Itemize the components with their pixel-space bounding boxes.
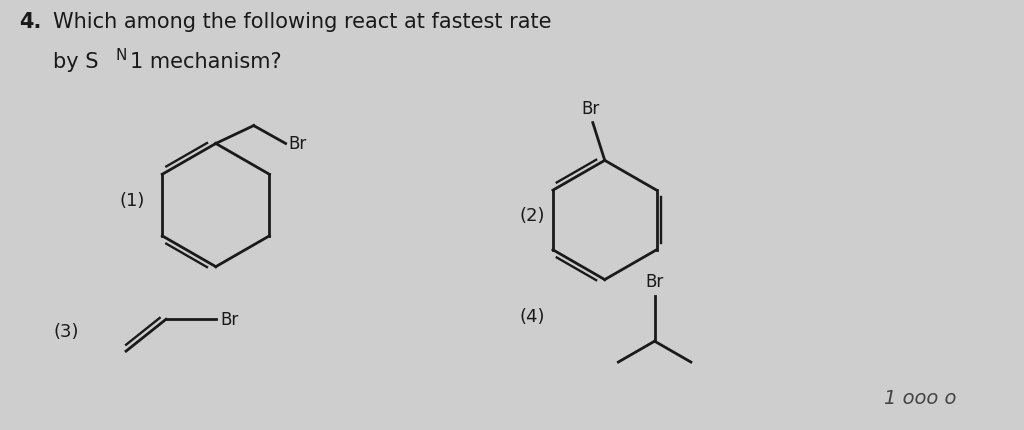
Text: Br: Br xyxy=(582,99,600,117)
Text: (4): (4) xyxy=(520,307,546,326)
Text: by S: by S xyxy=(53,52,98,72)
Text: (2): (2) xyxy=(520,206,546,224)
Text: 4.: 4. xyxy=(19,12,42,32)
Text: (1): (1) xyxy=(119,192,144,209)
Text: Which among the following react at fastest rate: Which among the following react at faste… xyxy=(53,12,552,32)
Text: Br: Br xyxy=(289,135,307,153)
Text: Br: Br xyxy=(645,272,664,290)
Text: N: N xyxy=(115,48,126,63)
Text: Br: Br xyxy=(221,310,239,329)
Text: 1 mechanism?: 1 mechanism? xyxy=(130,52,282,72)
Text: 1 ooo o: 1 ooo o xyxy=(884,388,956,407)
Text: (3): (3) xyxy=(53,322,79,341)
